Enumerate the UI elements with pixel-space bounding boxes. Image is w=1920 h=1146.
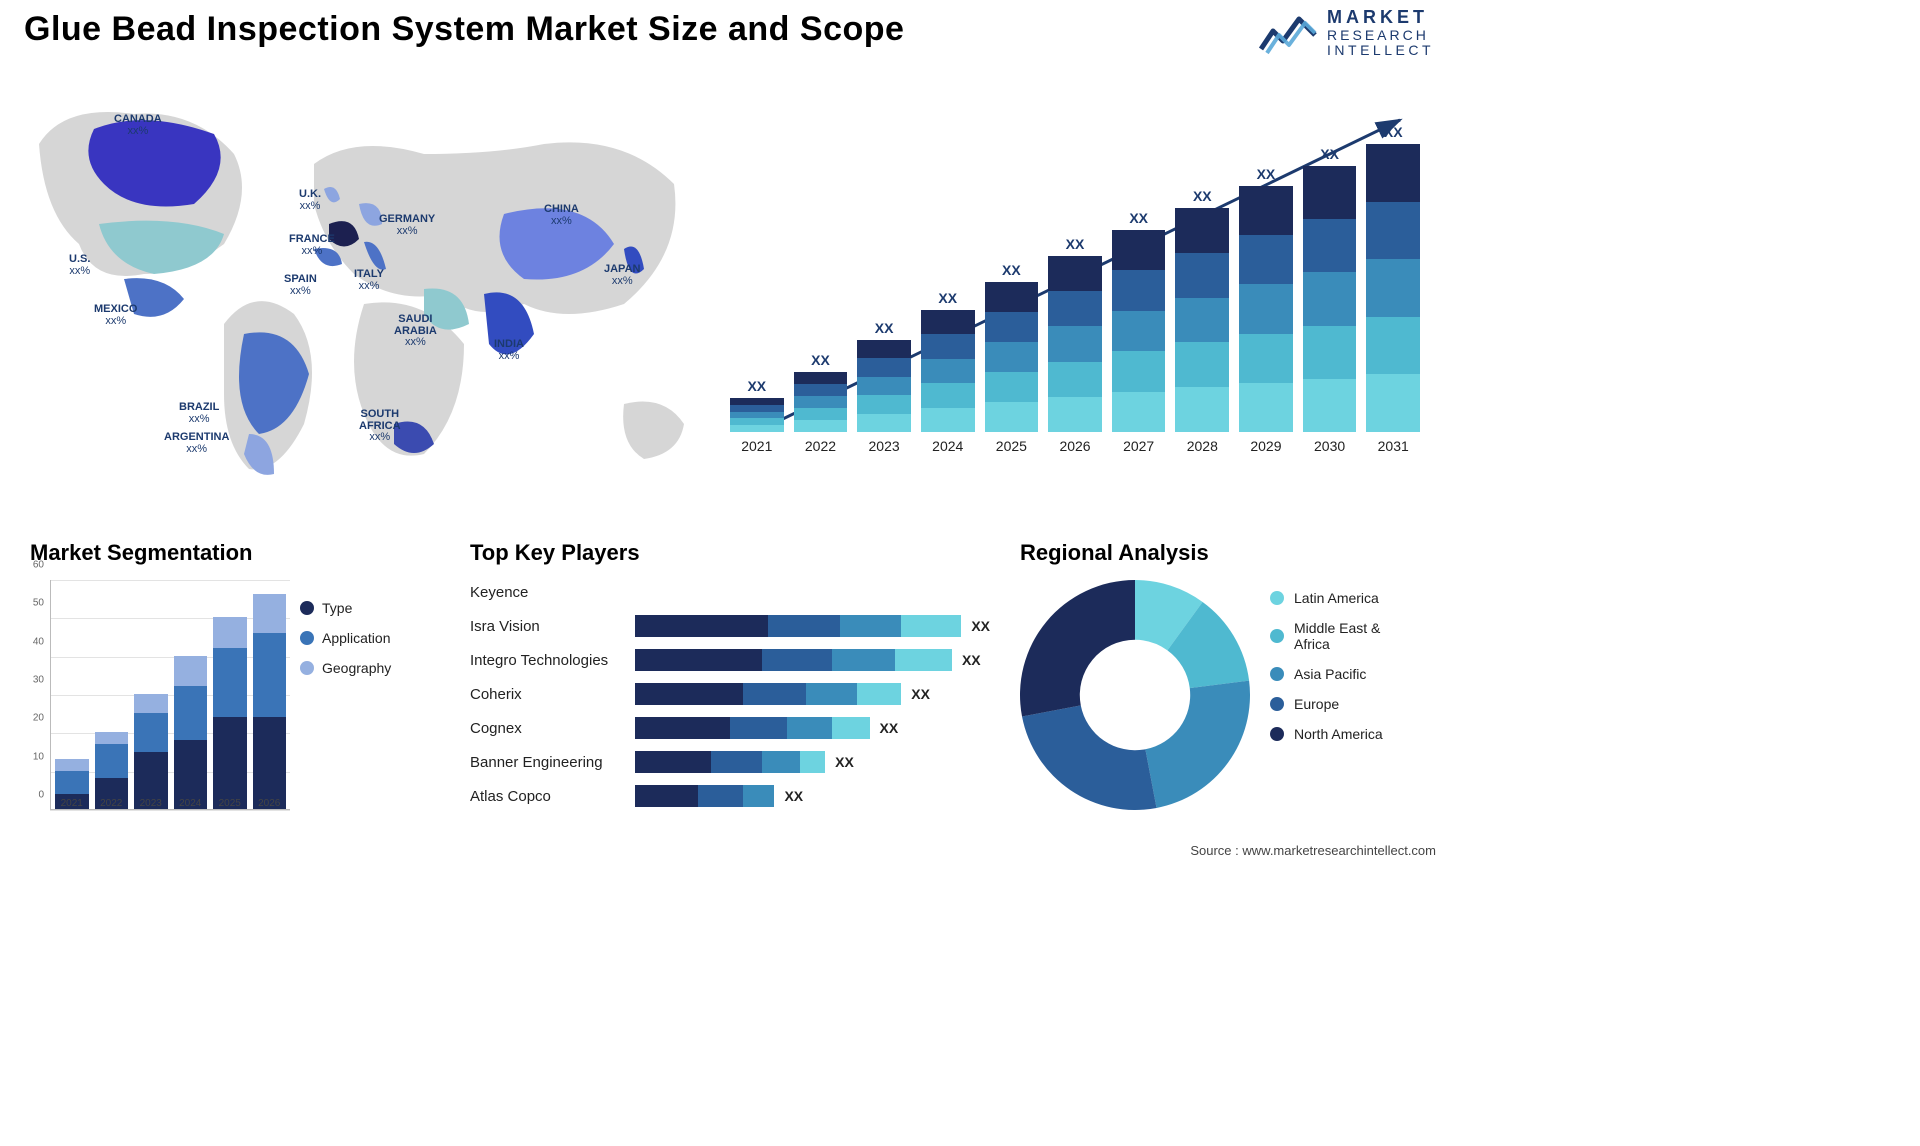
seg-bar: 2022 [95,732,129,809]
main-bar: XX2022 [794,352,848,454]
seg-bar: 2026 [253,594,287,809]
regional-title: Regional Analysis [1020,540,1440,566]
keyplayer-row: Keyence [470,575,990,609]
source-line: Source : www.marketresearchintellect.com [1190,843,1436,858]
main-bar: XX2031 [1366,124,1420,454]
map-label: SOUTHAFRICAxx% [359,409,401,444]
legend-item: Geography [300,660,391,676]
legend-item: Middle East &Africa [1270,620,1383,652]
seg-bar: 2021 [55,759,89,809]
map-label: ITALYxx% [354,269,384,292]
map-label: SPAINxx% [284,274,317,297]
keyplayer-row: Isra VisionXX [470,609,990,643]
map-label: CANADAxx% [114,114,162,137]
segmentation-legend: Type Application Geography [300,600,391,690]
legend-item: Europe [1270,696,1383,712]
main-bar-chart: XX2021XX2022XX2023XX2024XX2025XX2026XX20… [730,90,1420,480]
donut-slice [1145,681,1250,808]
legend-item: Type [300,600,391,616]
seg-bar: 2025 [213,617,247,809]
map-label: CHINAxx% [544,204,579,227]
logo-line1: MARKET [1327,8,1434,28]
keyplayer-row: Atlas CopcoXX [470,779,990,813]
keyplayer-row: CoherixXX [470,677,990,711]
world-map: CANADAxx% U.S.xx% MEXICOxx% BRAZILxx% ARGENT… [24,74,704,484]
main-bar: XX2027 [1112,210,1166,454]
main-bar: XX2024 [921,290,975,454]
legend-item: Application [300,630,391,646]
logo-line3: INTELLECT [1327,43,1434,58]
main-bar: XX2021 [730,378,784,454]
keyplayer-row: CognexXX [470,711,990,745]
keyplayer-row: Integro TechnologiesXX [470,643,990,677]
segmentation-title: Market Segmentation [30,540,450,566]
regional-legend: Latin America Middle East &Africa Asia Pac… [1270,590,1383,756]
keyplayer-row: Banner EngineeringXX [470,745,990,779]
map-label: BRAZILxx% [179,402,219,425]
legend-item: Latin America [1270,590,1383,606]
main-bar: XX2026 [1048,236,1102,454]
keyplayers-title: Top Key Players [470,540,1000,566]
donut-slice [1020,580,1135,717]
map-label: MEXICOxx% [94,304,137,327]
seg-bar: 2024 [174,656,208,809]
main-bar: XX2028 [1175,188,1229,454]
map-label: JAPANxx% [604,264,640,287]
main-bar: XX2023 [857,320,911,454]
page-title: Glue Bead Inspection System Market Size … [24,10,904,49]
segmentation-chart: 0102030405060 202120222023202420252026 [20,580,290,830]
map-label: U.K.xx% [299,189,321,212]
main-bar: XX2025 [985,262,1039,454]
main-bar: XX2029 [1239,166,1293,454]
map-label: U.S.xx% [69,254,90,277]
map-label: SAUDIARABIAxx% [394,314,437,349]
legend-item: North America [1270,726,1383,742]
main-bar: XX2030 [1303,146,1357,454]
legend-item: Asia Pacific [1270,666,1383,682]
map-label: ARGENTINAxx% [164,432,229,455]
donut-slice [1022,705,1157,810]
regional-donut [1020,580,1250,810]
logo-icon [1259,9,1317,57]
logo-line2: RESEARCH [1327,28,1434,43]
map-label: FRANCExx% [289,234,335,257]
keyplayers-chart: KeyenceIsra VisionXXIntegro Technologies… [470,575,990,813]
seg-bar: 2023 [134,694,168,809]
brand-logo: MARKET RESEARCH INTELLECT [1259,8,1434,59]
map-label: INDIAxx% [494,339,524,362]
map-label: GERMANYxx% [379,214,435,237]
